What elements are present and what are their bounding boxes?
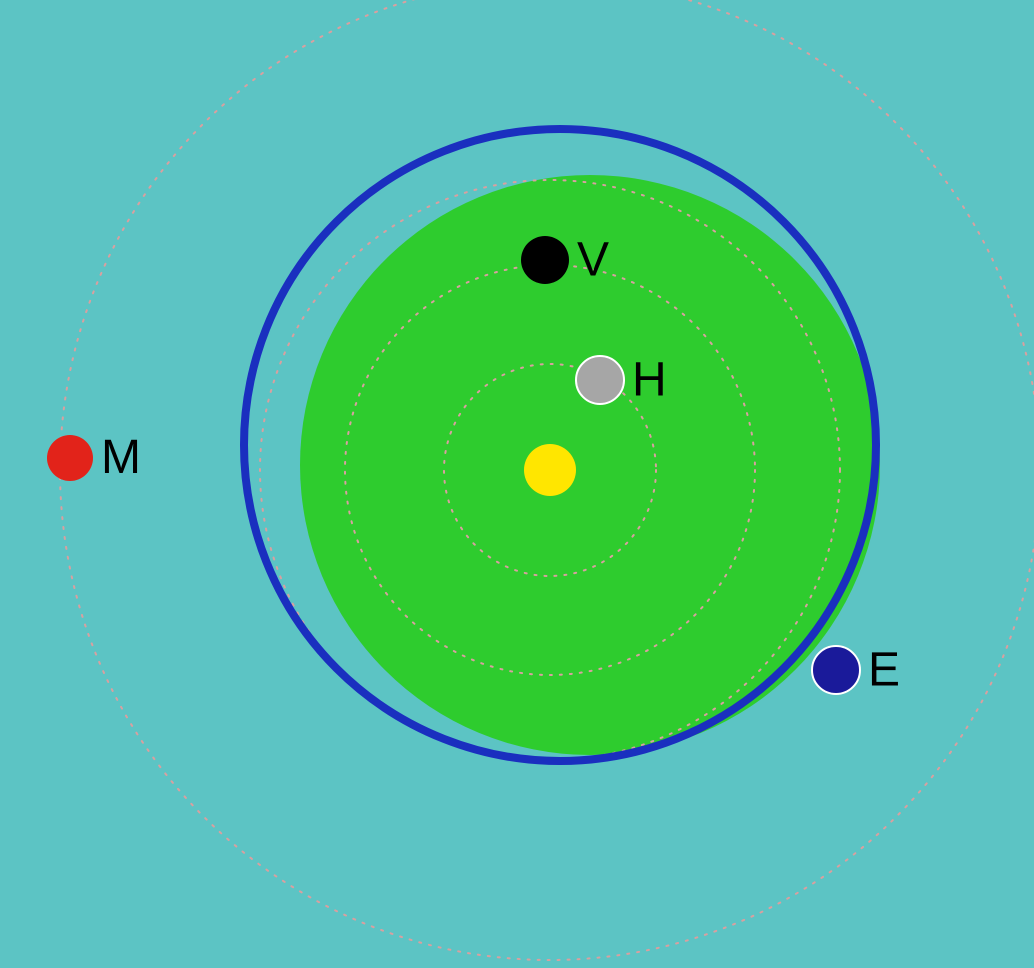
label-h: H: [632, 354, 667, 407]
body-sun: [524, 444, 576, 496]
body-m: [47, 435, 93, 481]
orbital-diagram: H V E M: [0, 0, 1034, 968]
body-v: [521, 236, 569, 284]
body-e: [812, 646, 860, 694]
label-m: M: [101, 431, 141, 484]
label-e: E: [868, 644, 900, 697]
body-h: [576, 356, 624, 404]
label-v: V: [577, 234, 609, 287]
